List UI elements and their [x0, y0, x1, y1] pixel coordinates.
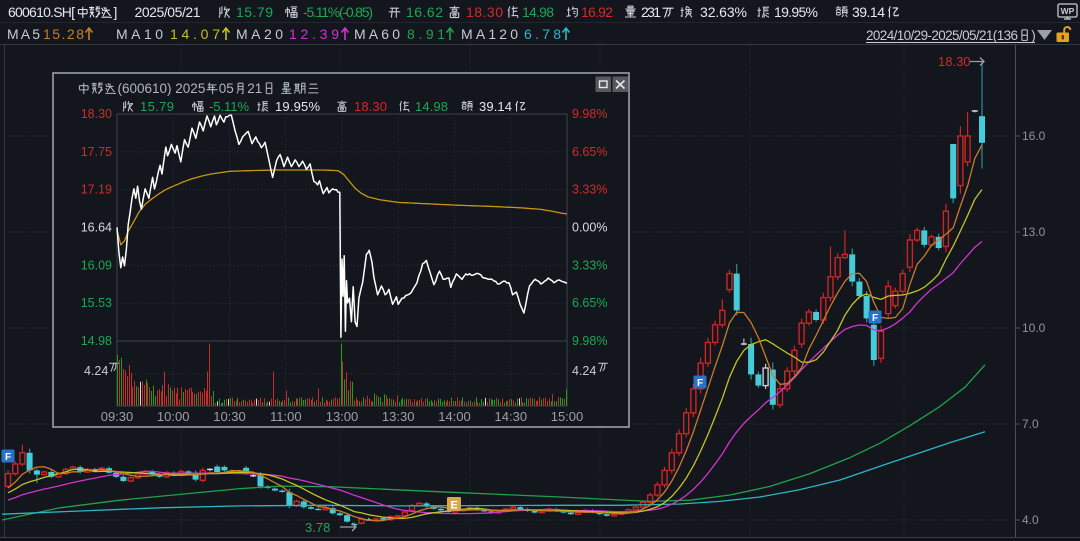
svg-text:2025/05/21: 2025/05/21 — [135, 4, 201, 20]
svg-text:18.30: 18.30 — [466, 4, 503, 20]
svg-text:13:00: 13:00 — [326, 409, 359, 424]
svg-text:14.98: 14.98 — [415, 99, 448, 114]
svg-text:): ) — [1031, 28, 1036, 43]
svg-text:14:30: 14:30 — [495, 409, 528, 424]
svg-text:7.0: 7.0 — [1022, 417, 1039, 431]
svg-text:8.91: 8.91 — [407, 26, 445, 42]
svg-text:231: 231 — [641, 4, 661, 20]
svg-text:0.00%: 0.00% — [572, 221, 607, 235]
svg-text:3.33%: 3.33% — [572, 258, 607, 272]
svg-text:21: 21 — [247, 81, 262, 96]
svg-text:15.79: 15.79 — [140, 99, 174, 114]
svg-text:16.09: 16.09 — [81, 258, 112, 272]
svg-text:19.95%: 19.95% — [275, 99, 320, 114]
svg-text:MA5: MA5 — [7, 26, 40, 42]
svg-text:9.98%: 9.98% — [572, 334, 607, 348]
svg-text:05: 05 — [219, 81, 234, 96]
svg-text:6.78: 6.78 — [524, 26, 561, 42]
svg-text:600610.SH[: 600610.SH[ — [8, 4, 75, 20]
svg-text:12.39: 12.39 — [289, 26, 339, 42]
svg-text:18.30: 18.30 — [81, 107, 112, 121]
svg-text:18.30: 18.30 — [938, 54, 971, 69]
svg-text:MA120: MA120 — [461, 26, 518, 42]
svg-text:11:00: 11:00 — [270, 409, 302, 424]
svg-text:14:00: 14:00 — [438, 409, 471, 424]
svg-text:WP: WP — [1061, 6, 1075, 16]
svg-text:15:00: 15:00 — [551, 409, 584, 424]
svg-text:MA20: MA20 — [236, 26, 283, 42]
svg-text:09:30: 09:30 — [101, 409, 134, 424]
svg-text:-5.11%(-0.85): -5.11%(-0.85) — [303, 4, 373, 20]
svg-text:16.0: 16.0 — [1022, 129, 1046, 143]
svg-text:16.62: 16.62 — [406, 4, 443, 20]
svg-text:17.19: 17.19 — [81, 183, 112, 197]
svg-text:10:30: 10:30 — [213, 409, 246, 424]
svg-text:13.0: 13.0 — [1022, 225, 1046, 239]
svg-text:15.79: 15.79 — [236, 4, 273, 20]
svg-text:15.53: 15.53 — [81, 296, 112, 310]
svg-text:4.24: 4.24 — [84, 364, 108, 378]
svg-text:9.98%: 9.98% — [572, 107, 607, 121]
svg-text:6.65%: 6.65% — [572, 145, 607, 159]
svg-text:MA10: MA10 — [116, 26, 163, 42]
svg-text:32.63%: 32.63% — [700, 4, 747, 20]
svg-text:16.92: 16.92 — [581, 4, 613, 20]
svg-text:6.65%: 6.65% — [572, 296, 607, 310]
svg-text:14.07: 14.07 — [170, 26, 220, 42]
svg-text:19.95%: 19.95% — [774, 4, 818, 20]
svg-text:39.14: 39.14 — [479, 99, 512, 114]
svg-text:E: E — [450, 500, 457, 512]
svg-text:F: F — [872, 313, 878, 324]
svg-text:-5.11%: -5.11% — [209, 99, 249, 114]
svg-text:14.98: 14.98 — [522, 4, 554, 20]
svg-text:2024/10/29-2025/05/21(136: 2024/10/29-2025/05/21(136 — [866, 28, 1018, 43]
svg-text:MA60: MA60 — [354, 26, 400, 42]
svg-text:10:00: 10:00 — [157, 409, 190, 424]
svg-text:3.78: 3.78 — [305, 520, 330, 535]
svg-text:13:30: 13:30 — [382, 409, 415, 424]
svg-text:3.33%: 3.33% — [572, 183, 607, 197]
svg-text:(600610) 2025: (600610) 2025 — [118, 81, 206, 96]
svg-text:4.0: 4.0 — [1022, 513, 1039, 527]
svg-text:14.98: 14.98 — [81, 334, 112, 348]
svg-text:10.0: 10.0 — [1022, 321, 1046, 335]
svg-text:F: F — [697, 378, 703, 389]
svg-text:17.75: 17.75 — [81, 145, 112, 159]
svg-text:4.24: 4.24 — [572, 364, 596, 378]
svg-text:F: F — [5, 452, 11, 463]
svg-text:]: ] — [114, 4, 118, 20]
svg-text:18.30: 18.30 — [354, 99, 387, 114]
svg-text:39.14: 39.14 — [852, 4, 885, 20]
svg-text:15.28: 15.28 — [43, 26, 84, 42]
svg-text:16.64: 16.64 — [81, 221, 112, 235]
